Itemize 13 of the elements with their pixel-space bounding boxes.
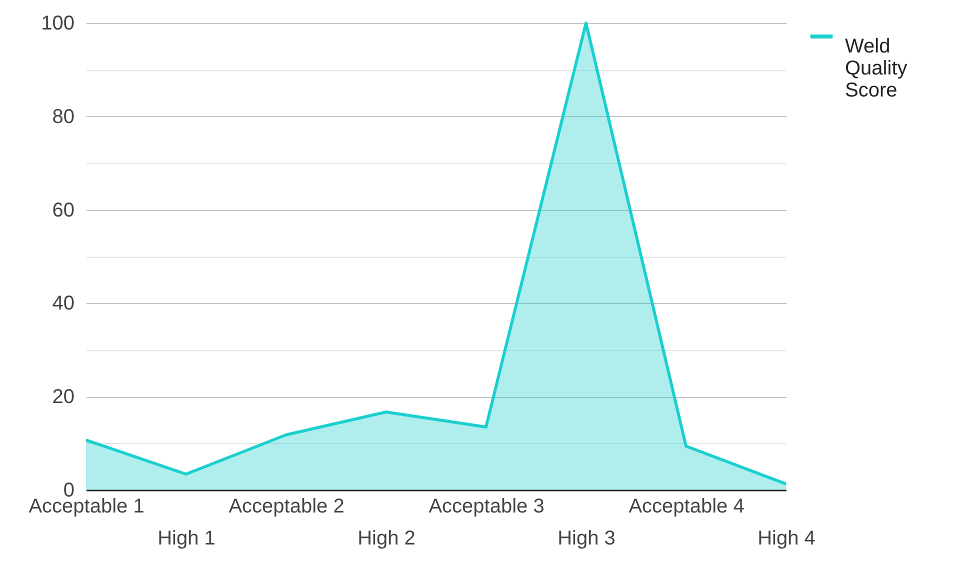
y-tick-label: 100 <box>41 12 74 34</box>
x-tick-label: High 3 <box>558 528 616 550</box>
x-tick-label: Acceptable 2 <box>228 496 344 518</box>
y-tick-label: 20 <box>52 386 74 408</box>
x-tick-label: High 1 <box>158 528 216 550</box>
legend-label: Weld Quality Score <box>845 36 908 102</box>
x-tick-label: High 2 <box>358 528 416 550</box>
x-tick-label: High 4 <box>758 528 816 550</box>
y-tick-label: 80 <box>52 106 74 128</box>
x-tick-label: Acceptable 4 <box>628 496 744 518</box>
x-tick-label: Acceptable 3 <box>428 496 544 518</box>
y-tick-label: 60 <box>52 199 74 222</box>
y-tick-label: 40 <box>52 292 74 315</box>
